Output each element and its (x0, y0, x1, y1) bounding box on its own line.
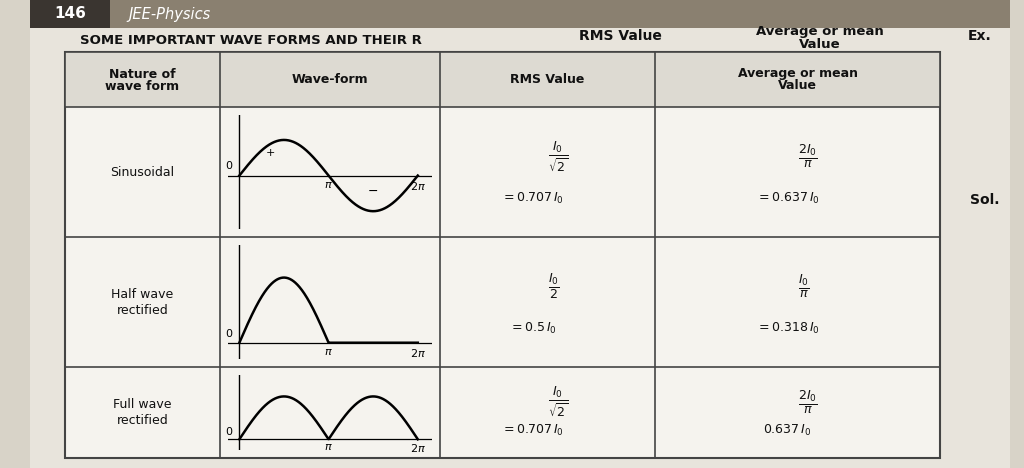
Text: $2\pi$: $2\pi$ (410, 442, 426, 454)
Text: $= 0.707\, I_0$: $= 0.707\, I_0$ (501, 423, 564, 438)
Text: $\pi$: $\pi$ (325, 347, 333, 357)
Text: Sol.: Sol. (971, 193, 999, 207)
Text: $\frac{I_0}{\pi}$: $\frac{I_0}{\pi}$ (798, 272, 809, 300)
Text: Value: Value (799, 37, 841, 51)
Text: $2\pi$: $2\pi$ (410, 347, 426, 358)
Text: −: − (368, 185, 379, 198)
Bar (30, 28, 1010, 52)
Text: $\frac{I_0}{\sqrt{2}}$: $\frac{I_0}{\sqrt{2}}$ (548, 384, 568, 419)
Text: rectified: rectified (117, 414, 168, 427)
Bar (30, 0, 1010, 28)
Text: $= 0.707\, I_0$: $= 0.707\, I_0$ (501, 190, 564, 205)
Text: 0: 0 (225, 329, 232, 339)
Text: Ex.: Ex. (968, 29, 992, 43)
Text: $\frac{I_0}{2}$: $\frac{I_0}{2}$ (548, 271, 559, 301)
Text: $\frac{2I_0}{\pi}$: $\frac{2I_0}{\pi}$ (798, 388, 817, 416)
Text: $= 0.637\, I_0$: $= 0.637\, I_0$ (756, 190, 819, 205)
Text: JEE-Physics: JEE-Physics (129, 7, 211, 22)
Text: $2\pi$: $2\pi$ (410, 180, 426, 192)
Text: Value: Value (778, 79, 817, 92)
Text: Wave-form: Wave-form (292, 73, 369, 86)
Text: $\pi$: $\pi$ (325, 442, 333, 452)
Text: 0: 0 (225, 161, 232, 171)
Text: RMS Value: RMS Value (510, 73, 585, 86)
Text: $\pi$: $\pi$ (325, 180, 333, 190)
Text: $0.637\, I_0$: $0.637\, I_0$ (763, 423, 812, 438)
Text: Average or mean: Average or mean (737, 67, 857, 80)
Text: $= 0.5\, I_0$: $= 0.5\, I_0$ (509, 321, 556, 336)
Text: 0: 0 (225, 427, 232, 437)
Bar (30, 0, 110, 28)
Text: SOME IMPORTANT WAVE FORMS AND THEIR R: SOME IMPORTANT WAVE FORMS AND THEIR R (80, 34, 422, 46)
Text: RMS Value: RMS Value (579, 29, 662, 43)
Text: wave form: wave form (105, 80, 179, 93)
Bar (65, 52, 940, 458)
Bar (65, 52, 940, 107)
Text: $\frac{I_0}{\sqrt{2}}$: $\frac{I_0}{\sqrt{2}}$ (548, 139, 568, 174)
Text: +: + (266, 148, 275, 158)
Text: Sinusoidal: Sinusoidal (111, 166, 174, 178)
Text: Average or mean: Average or mean (756, 25, 884, 38)
Text: $= 0.318\, I_0$: $= 0.318\, I_0$ (756, 321, 819, 336)
Text: Nature of: Nature of (110, 68, 176, 81)
Text: Full wave: Full wave (114, 398, 172, 411)
Text: Half wave: Half wave (112, 287, 174, 300)
Text: $\frac{2I_0}{\pi}$: $\frac{2I_0}{\pi}$ (798, 142, 817, 170)
Text: rectified: rectified (117, 304, 168, 316)
Text: 146: 146 (54, 7, 86, 22)
